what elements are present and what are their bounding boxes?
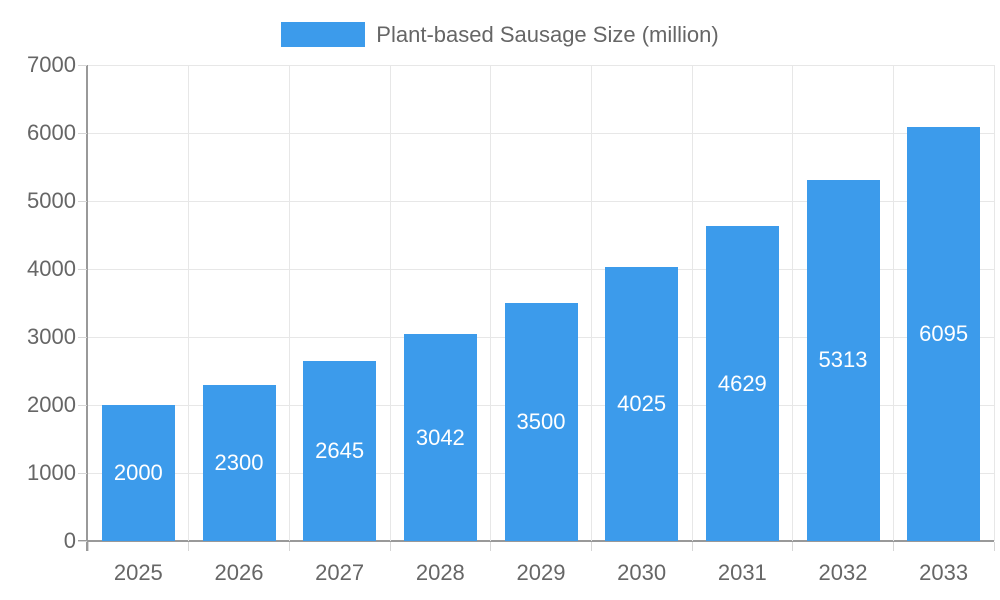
- bar[interactable]: 5313: [806, 179, 880, 541]
- bar[interactable]: 4629: [705, 226, 779, 541]
- bar[interactable]: 2000: [101, 405, 175, 541]
- bar[interactable]: 3042: [403, 334, 477, 541]
- y-axis-label: 3000: [27, 324, 76, 349]
- y-axis-label: 7000: [27, 52, 76, 77]
- legend-swatch[interactable]: [281, 22, 366, 47]
- gridline-v: [993, 65, 995, 541]
- y-axis-labels: 0 1000 2000 3000 4000 5000 6000 7000: [0, 52, 76, 553]
- bar-value-label: 6095: [919, 320, 969, 346]
- x-axis-tick: [490, 542, 492, 551]
- x-axis-tick: [389, 542, 391, 551]
- y-axis-label: 2000: [27, 392, 76, 417]
- bar-value-label: 4025: [617, 391, 667, 417]
- legend[interactable]: Plant-based Sausage Size (million): [0, 22, 1000, 47]
- x-axis-tick: [188, 542, 190, 551]
- gridline-v: [490, 65, 492, 541]
- bar-value-label: 3500: [516, 409, 566, 434]
- x-axis-label: 2028: [415, 560, 465, 585]
- gridline-h: [88, 268, 994, 270]
- y-axis-tick: [78, 405, 87, 406]
- x-axis-tick: [691, 542, 693, 551]
- x-axis-label: 2029: [516, 560, 566, 585]
- x-axis-tick: [892, 542, 894, 551]
- bar-value-label: 2300: [214, 449, 264, 475]
- y-axis-label: 6000: [27, 120, 76, 145]
- y-axis-label: 1000: [27, 460, 76, 485]
- gridline-v: [691, 65, 693, 541]
- y-axis-tick: [78, 269, 87, 270]
- bar[interactable]: 6095: [907, 126, 981, 541]
- x-axis-label: 2025: [113, 560, 163, 585]
- x-axis-label: 2032: [818, 560, 868, 585]
- y-axis-label: 0: [63, 528, 76, 553]
- y-axis-tick: [78, 541, 87, 542]
- y-axis-tick: [78, 133, 87, 134]
- x-axis-label: 2026: [214, 560, 264, 585]
- y-axis-label: 4000: [27, 256, 76, 281]
- bar[interactable]: 2645: [303, 361, 377, 541]
- gridline-v: [188, 65, 190, 541]
- bar-value-label: 3042: [415, 424, 465, 450]
- y-axis-tick: [78, 473, 87, 474]
- x-axis-tick: [87, 542, 89, 551]
- gridline-v: [389, 65, 391, 541]
- bar[interactable]: 2300: [202, 384, 276, 541]
- y-axis-tick: [78, 337, 87, 338]
- gridline-h: [88, 64, 994, 66]
- x-axis-tick: [993, 542, 995, 551]
- gridline-h: [88, 200, 994, 202]
- x-axis-label: 2031: [717, 560, 767, 585]
- x-axis-tick: [590, 542, 592, 551]
- y-axis-tick: [78, 201, 87, 202]
- x-axis-label: 2033: [919, 560, 969, 585]
- bar[interactable]: 3500: [504, 303, 578, 541]
- bar-value-label: 5313: [818, 347, 868, 373]
- plot-area: 2000 2300 2645 3042 3500 4025 4629 5313 6095: [88, 64, 995, 541]
- gridline-h: [88, 132, 994, 134]
- x-axis-tick: [288, 542, 290, 551]
- bar-value-label: 2000: [113, 460, 163, 485]
- gridline-v: [288, 65, 290, 541]
- x-axis-labels: 2025 2026 2027 2028 2029 2030 2031 2032 2033: [88, 556, 994, 590]
- y-axis-tick: [78, 65, 87, 66]
- bar[interactable]: 4025: [605, 267, 679, 541]
- x-axis-tick: [792, 542, 794, 551]
- gridline-v: [892, 65, 894, 541]
- x-axis-label: 2030: [617, 560, 667, 585]
- gridline-v: [792, 65, 794, 541]
- y-axis-line: [86, 65, 88, 551]
- legend-label[interactable]: Plant-based Sausage Size (million): [376, 22, 719, 47]
- bar-value-label: 4629: [717, 370, 767, 396]
- y-axis-label: 5000: [27, 188, 76, 213]
- bar-value-label: 2645: [315, 438, 365, 464]
- x-axis-label: 2027: [315, 560, 365, 585]
- x-axis-line: [78, 540, 994, 542]
- gridline-v: [590, 65, 592, 541]
